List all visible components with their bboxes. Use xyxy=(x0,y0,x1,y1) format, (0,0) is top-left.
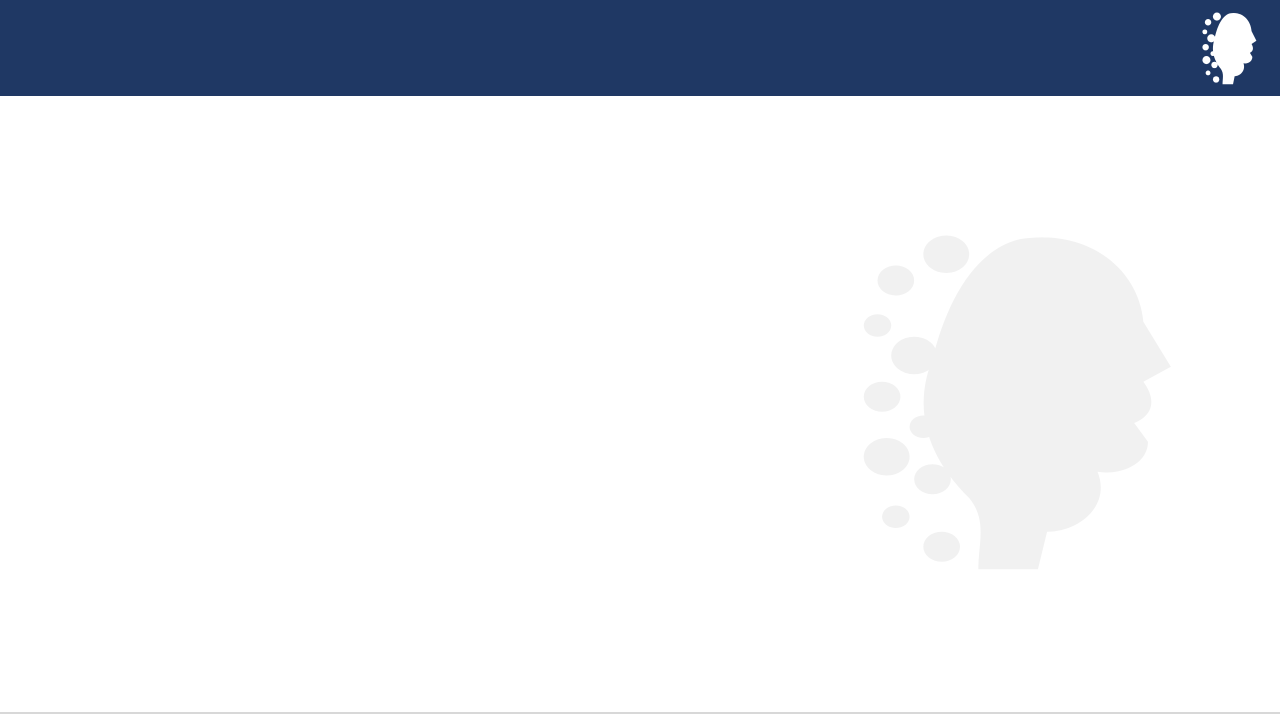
bottom-divider xyxy=(0,712,1280,714)
logo-head-icon xyxy=(1202,12,1257,85)
header-bar xyxy=(0,0,1280,96)
wise-guy-reports-logo xyxy=(1202,10,1258,86)
